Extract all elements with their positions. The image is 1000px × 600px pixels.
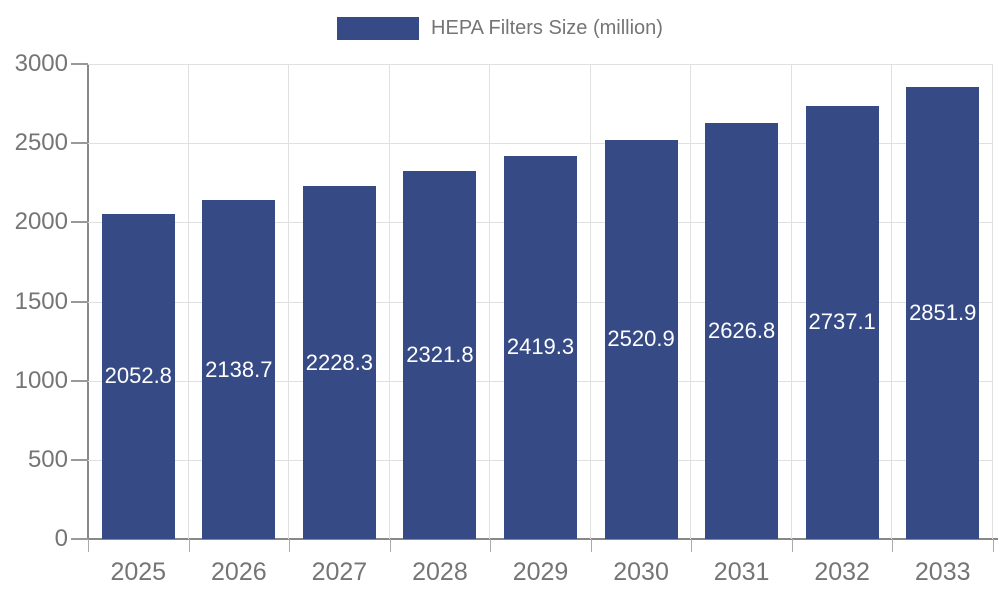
- x-axis-tick: [791, 539, 793, 552]
- x-axis-tick: [490, 539, 492, 552]
- bar-value-label: 2138.7: [205, 356, 273, 382]
- bar-value-label: 2626.8: [707, 318, 776, 344]
- y-tick-label: 1500: [14, 287, 68, 315]
- gridline-vertical: [891, 64, 893, 539]
- y-axis-tick: [71, 538, 88, 540]
- gridline-vertical: [790, 64, 792, 539]
- bar-value-label: 2737.1: [808, 309, 876, 335]
- bar-2028[interactable]: [403, 171, 477, 539]
- bar-value-label: 2851.9: [909, 300, 977, 326]
- bar-2027[interactable]: [302, 186, 376, 539]
- bar-value-label: 2419.3: [506, 334, 575, 360]
- y-axis-tick: [71, 300, 88, 303]
- y-axis-tick: [71, 63, 88, 65]
- plot-area: 2052.8 2138.7 2228.3 2321.8 2419.3 2520.9 2626…: [88, 64, 993, 539]
- x-axis-tick: [590, 539, 592, 552]
- x-tick-label: 2030: [613, 558, 669, 586]
- bar-2026[interactable]: [202, 200, 276, 539]
- bar-value-label: 2228.3: [305, 349, 374, 375]
- bar-2031[interactable]: [705, 123, 779, 539]
- y-tick-label: 0: [54, 525, 68, 552]
- x-tick-label: 2033: [914, 558, 971, 586]
- x-tick-label: 2032: [814, 558, 870, 586]
- gridline-vertical: [187, 64, 189, 539]
- gridline-horizontal: [88, 143, 993, 145]
- x-axis-line: [88, 538, 998, 540]
- legend[interactable]: HEPA Filters Size (million): [0, 17, 1000, 40]
- gridline-vertical: [690, 64, 692, 539]
- bar-value-label: 2520.9: [607, 326, 675, 352]
- x-tick-label: 2029: [512, 558, 569, 586]
- x-axis-tick: [188, 539, 190, 552]
- x-tick-label: 2028: [412, 558, 468, 586]
- bar-value-label: 2052.8: [104, 363, 172, 389]
- y-axis-tick: [71, 458, 88, 461]
- x-axis-tick: [289, 539, 291, 552]
- y-tick-label: 2500: [14, 129, 68, 157]
- x-tick-label: 2027: [311, 558, 368, 586]
- gridline-vertical: [589, 64, 591, 539]
- bar-2025[interactable]: [101, 213, 175, 539]
- x-tick-label: 2025: [110, 558, 167, 586]
- gridline-horizontal: [88, 64, 993, 65]
- y-tick-label: 2000: [14, 208, 68, 236]
- y-tick-label: 3000: [14, 50, 68, 77]
- bar-2030[interactable]: [604, 139, 678, 539]
- x-axis-tick: [389, 539, 391, 552]
- bar-2032[interactable]: [805, 105, 879, 539]
- bar-value-label: 2321.8: [406, 342, 474, 368]
- bar-2029[interactable]: [504, 155, 577, 539]
- x-axis-tick: [88, 539, 89, 552]
- gridline-vertical: [388, 64, 390, 539]
- x-tick-label: 2026: [211, 558, 267, 586]
- y-axis-tick: [71, 379, 88, 382]
- y-axis-tick: [71, 142, 88, 145]
- gridline-vertical: [992, 64, 993, 539]
- y-axis-tick: [71, 221, 88, 224]
- bar-2033[interactable]: [906, 87, 980, 539]
- legend-label: HEPA Filters Size (million): [431, 17, 663, 39]
- legend-swatch-icon: [337, 17, 420, 40]
- y-tick-label: 1000: [14, 366, 68, 394]
- x-tick-label: 2031: [713, 558, 770, 586]
- x-axis-tick: [691, 539, 693, 552]
- x-axis-tick: [993, 539, 994, 552]
- y-tick-label: 500: [27, 445, 68, 473]
- x-axis-tick: [892, 539, 894, 552]
- gridline-vertical: [489, 64, 491, 539]
- gridline-vertical: [288, 64, 290, 539]
